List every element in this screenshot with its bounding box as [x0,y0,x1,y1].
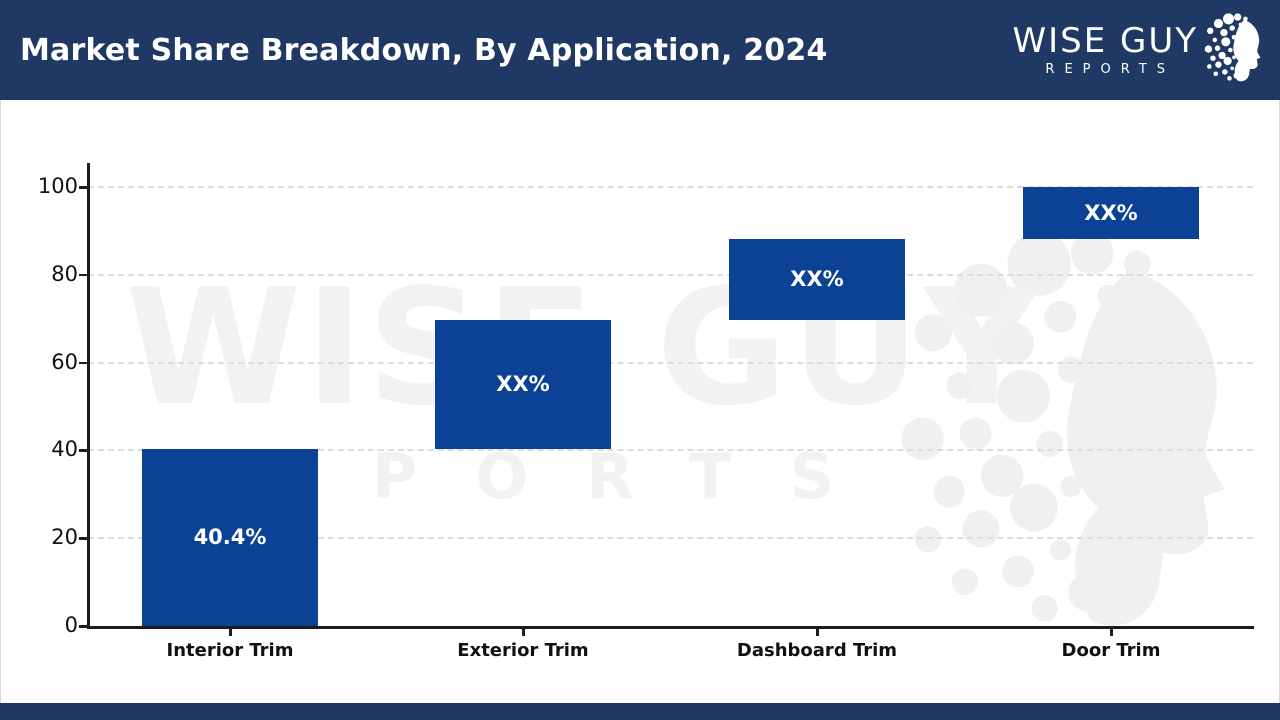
y-tick-label: 20 [51,525,78,550]
bar-interior-trim: 40.4% [142,448,318,626]
chart-title: Market Share Breakdown, By Application, … [20,32,828,68]
brand-subname: REPORTS [1045,61,1176,77]
brand-name: WISE GUY [1012,21,1198,62]
x-tick [816,628,819,636]
y-tick [79,186,88,189]
bar-exterior-trim: XX% [435,320,611,449]
x-tick [522,628,525,636]
gridline [88,537,1253,540]
y-tick [79,449,88,452]
y-tick-label: 60 [51,349,78,374]
x-category-label: Door Trim [1061,640,1161,661]
bar-door-trim: XX% [1023,187,1199,239]
y-tick [79,361,88,365]
y-tick-label: 40 [51,437,78,462]
gridline [88,361,1253,364]
x-tick [1110,628,1113,636]
bar-value-label: 40.4% [193,525,267,550]
header-bar: Market Share Breakdown, By Application, … [0,0,1280,100]
gridline [88,449,1253,452]
y-tick [79,537,88,540]
x-category-label: Interior Trim [166,640,294,661]
x-tick [229,628,232,636]
y-tick-label: 0 [64,613,78,637]
y-axis-line [87,163,90,628]
bar-dashboard-trim: XX% [729,238,905,320]
bar-value-label: XX% [790,267,844,292]
bar-value-label: XX% [496,372,550,397]
brand-logo-text: WISE GUY REPORTS [1012,21,1198,77]
y-tick-label: 100 [37,174,78,198]
y-tick [79,625,88,628]
footer-bar [0,703,1280,720]
bar-value-label: XX% [1084,200,1138,225]
y-tick [79,273,88,277]
gridline [88,186,1253,188]
y-tick-label: 80 [51,261,78,286]
gridline [88,273,1253,276]
brand-logo: WISE GUY REPORTS [1012,8,1266,92]
watermark-text-line2: PORTS [372,440,893,513]
x-category-label: Dashboard Trim [736,640,898,661]
x-category-label: Exterior Trim [457,640,589,661]
x-axis-line [87,626,1254,629]
